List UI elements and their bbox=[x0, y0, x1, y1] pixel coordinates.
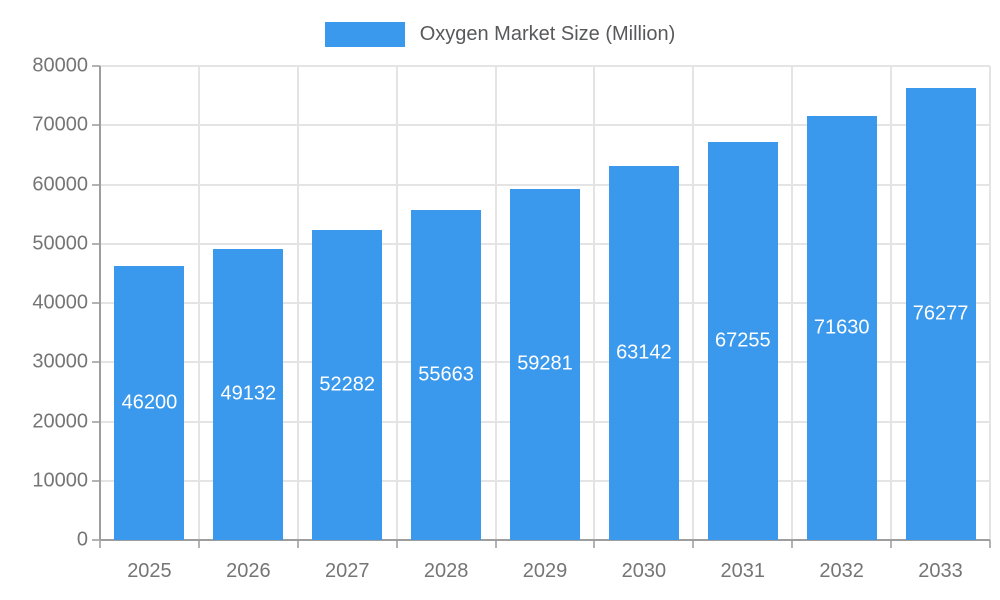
bar-value-label: 59281 bbox=[517, 352, 573, 375]
x-tick bbox=[494, 540, 497, 548]
x-tick bbox=[989, 540, 991, 548]
bar-value-label: 55663 bbox=[418, 363, 474, 386]
y-tick bbox=[92, 361, 100, 364]
x-tick-label: 2032 bbox=[819, 560, 864, 582]
x-tick bbox=[395, 540, 398, 548]
x-tick-label: 2028 bbox=[423, 560, 469, 582]
bar-2027[interactable] bbox=[312, 230, 383, 540]
x-tick-label: 2033 bbox=[918, 560, 963, 582]
x-tick-label: 2029 bbox=[522, 560, 568, 582]
legend[interactable]: Oxygen Market Size (Million) bbox=[0, 20, 1000, 48]
x-tick-label: 2025 bbox=[127, 560, 172, 582]
x-tick bbox=[890, 540, 893, 548]
x-tick bbox=[593, 540, 596, 548]
x-gridline bbox=[395, 66, 398, 540]
y-tick-label: 10000 bbox=[32, 469, 88, 492]
bar-2033[interactable] bbox=[905, 88, 976, 540]
x-tick bbox=[692, 540, 695, 548]
x-gridline bbox=[197, 66, 200, 540]
y-axis-line bbox=[99, 66, 101, 540]
y-tick-label: 60000 bbox=[32, 173, 88, 195]
x-tick-label: 2027 bbox=[324, 560, 370, 582]
x-tick-label: 2030 bbox=[621, 560, 667, 582]
x-gridline bbox=[791, 66, 794, 540]
y-tick-label: 70000 bbox=[32, 113, 88, 136]
bar-value-label: 46200 bbox=[121, 391, 178, 414]
y-gridline bbox=[100, 65, 990, 67]
bar-value-label: 49132 bbox=[220, 382, 277, 405]
y-tick-label: 40000 bbox=[32, 291, 88, 314]
bar-2028[interactable] bbox=[411, 210, 482, 540]
bar-value-label: 76277 bbox=[912, 302, 969, 325]
x-tick-label: 2031 bbox=[720, 560, 766, 582]
bar-2026[interactable] bbox=[213, 248, 284, 540]
bar-2030[interactable] bbox=[608, 165, 679, 540]
x-tick bbox=[197, 540, 200, 548]
y-gridline bbox=[100, 124, 990, 127]
x-gridline bbox=[989, 66, 991, 540]
y-tick bbox=[92, 539, 100, 541]
y-tick bbox=[92, 183, 100, 186]
x-gridline bbox=[692, 66, 695, 540]
bar-value-label: 63142 bbox=[616, 341, 672, 364]
x-axis-line bbox=[100, 539, 990, 541]
y-tick bbox=[92, 420, 100, 423]
y-tick bbox=[92, 242, 100, 245]
y-gridline bbox=[100, 183, 990, 186]
legend-swatch-icon bbox=[324, 21, 405, 47]
x-gridline bbox=[890, 66, 893, 540]
y-tick bbox=[92, 479, 100, 482]
y-tick-label: 80000 bbox=[32, 54, 88, 77]
y-tick bbox=[92, 124, 100, 127]
y-tick bbox=[92, 65, 100, 67]
y-tick-label: 30000 bbox=[32, 350, 88, 373]
y-tick-label: 20000 bbox=[32, 410, 88, 432]
x-gridline bbox=[494, 66, 497, 540]
x-tick-label: 2026 bbox=[226, 560, 271, 582]
bar-2031[interactable] bbox=[707, 141, 778, 540]
x-tick bbox=[99, 540, 101, 548]
bar-value-label: 52282 bbox=[319, 373, 376, 396]
bar-2025[interactable] bbox=[114, 266, 185, 540]
y-tick bbox=[92, 302, 100, 304]
y-tick-label: 50000 bbox=[32, 232, 88, 255]
x-gridline bbox=[593, 66, 596, 540]
y-tick-label: 0 bbox=[76, 528, 88, 551]
bar-value-label: 67255 bbox=[714, 329, 771, 352]
bar-value-label: 71630 bbox=[813, 316, 870, 339]
x-tick bbox=[296, 540, 299, 548]
x-tick bbox=[791, 540, 794, 548]
bar-2029[interactable] bbox=[510, 188, 580, 540]
x-gridline bbox=[296, 66, 299, 540]
legend-label: Oxygen Market Size (Million) bbox=[419, 22, 676, 45]
bar-2032[interactable] bbox=[806, 115, 877, 540]
